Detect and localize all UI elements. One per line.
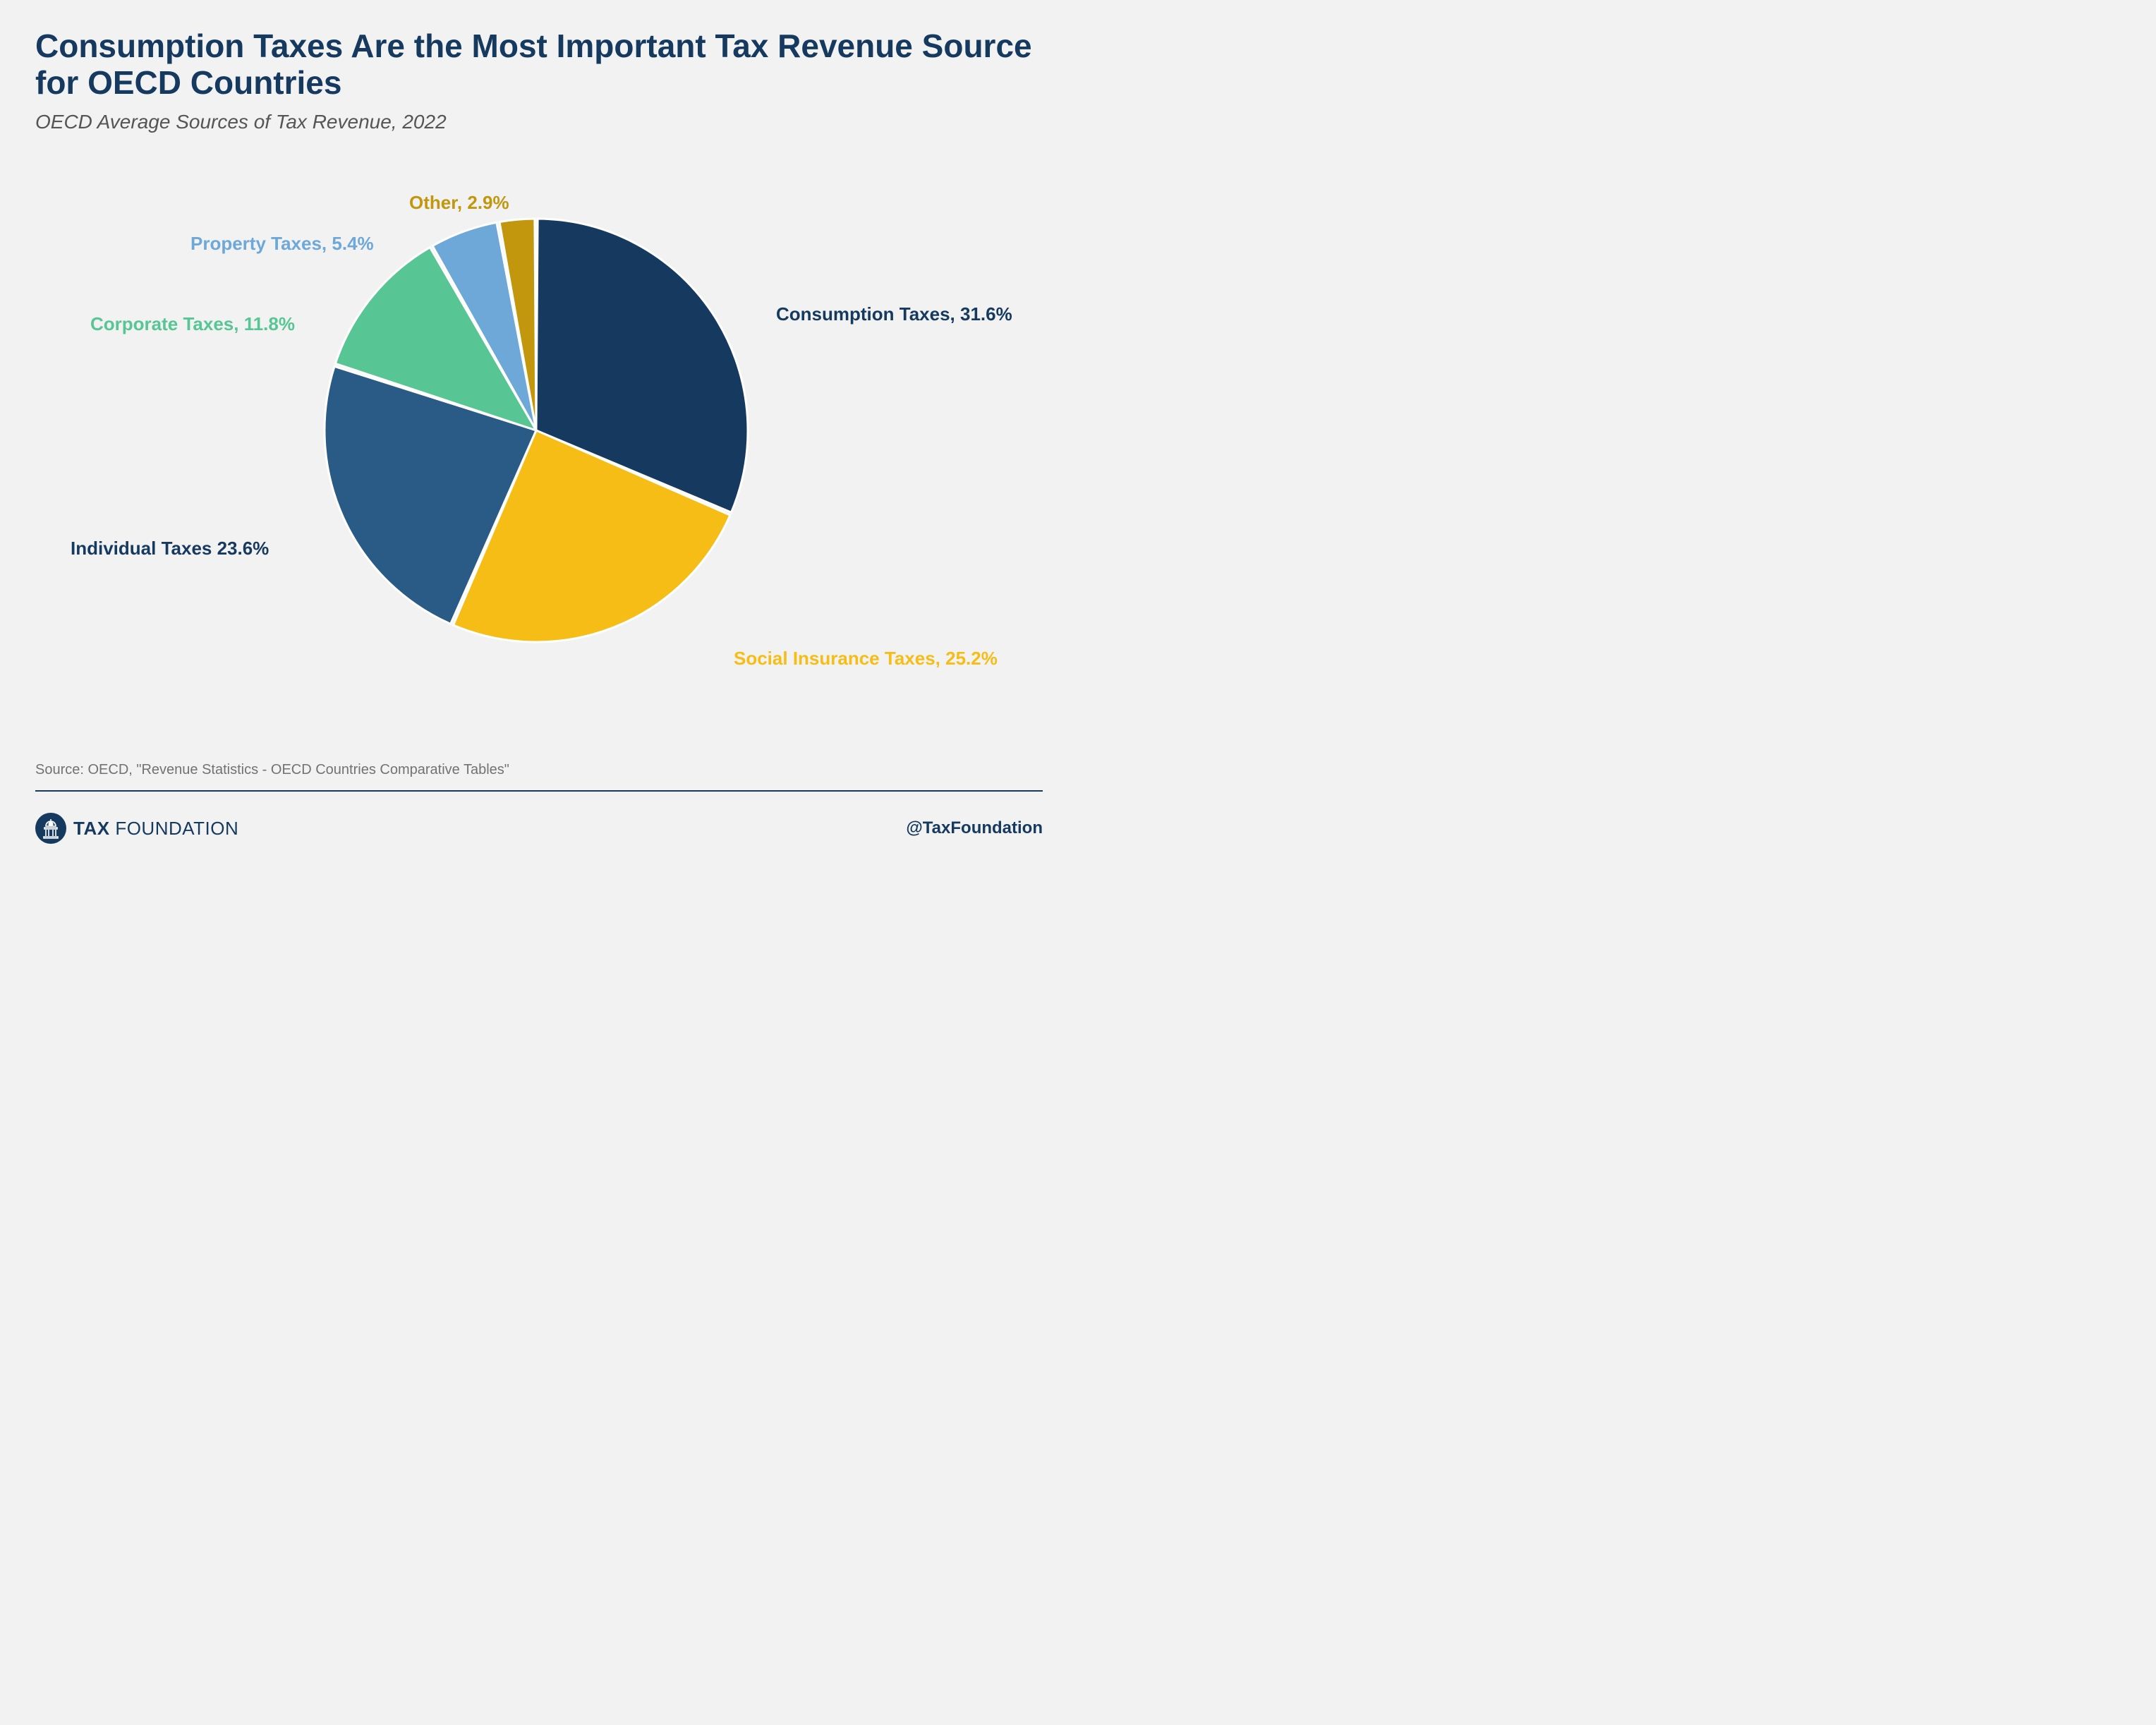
pie-label-social: Social Insurance Taxes, 25.2%: [734, 648, 998, 670]
brand-text-primary: TAX: [73, 818, 110, 839]
pie-label-individual: Individual Taxes 23.6%: [71, 538, 269, 559]
pie-label-corporate: Corporate Taxes, 11.8%: [90, 313, 295, 335]
brand-text-secondary: FOUNDATION: [115, 818, 238, 839]
footer: TAX FOUNDATION @TaxFoundation: [35, 813, 1043, 844]
social-handle: @TaxFoundation: [906, 818, 1043, 838]
brand: TAX FOUNDATION: [35, 813, 238, 844]
chart-canvas: Consumption Taxes Are the Most Important…: [0, 0, 1078, 862]
divider-rule: [35, 790, 1043, 792]
brand-text: TAX FOUNDATION: [73, 818, 238, 840]
pie-label-other: Other, 2.9%: [409, 192, 509, 214]
pie-label-property: Property Taxes, 5.4%: [190, 233, 374, 255]
source-note: Source: OECD, "Revenue Statistics - OECD…: [35, 762, 509, 778]
pie-svg: [0, 0, 1078, 862]
pie-chart: [0, 0, 1078, 862]
capitol-icon: [35, 813, 66, 844]
pie-label-consumption: Consumption Taxes, 31.6%: [776, 303, 1012, 325]
